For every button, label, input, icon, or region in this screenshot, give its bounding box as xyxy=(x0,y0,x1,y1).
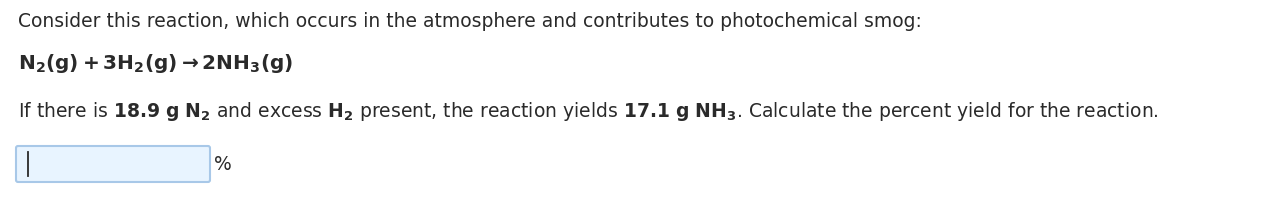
Text: Consider this reaction, which occurs in the atmosphere and contributes to photoc: Consider this reaction, which occurs in … xyxy=(18,12,922,31)
Text: If there is $\mathbf{18.9\ g\ N_2}$ and excess $\mathbf{H_2}$ present, the react: If there is $\mathbf{18.9\ g\ N_2}$ and … xyxy=(18,100,1158,123)
Text: $\mathbf{N_2(g) + 3H_2(g) \rightarrow 2NH_3(g)}$: $\mathbf{N_2(g) + 3H_2(g) \rightarrow 2N… xyxy=(18,52,293,75)
Text: %: % xyxy=(214,155,232,174)
FancyBboxPatch shape xyxy=(15,146,210,182)
